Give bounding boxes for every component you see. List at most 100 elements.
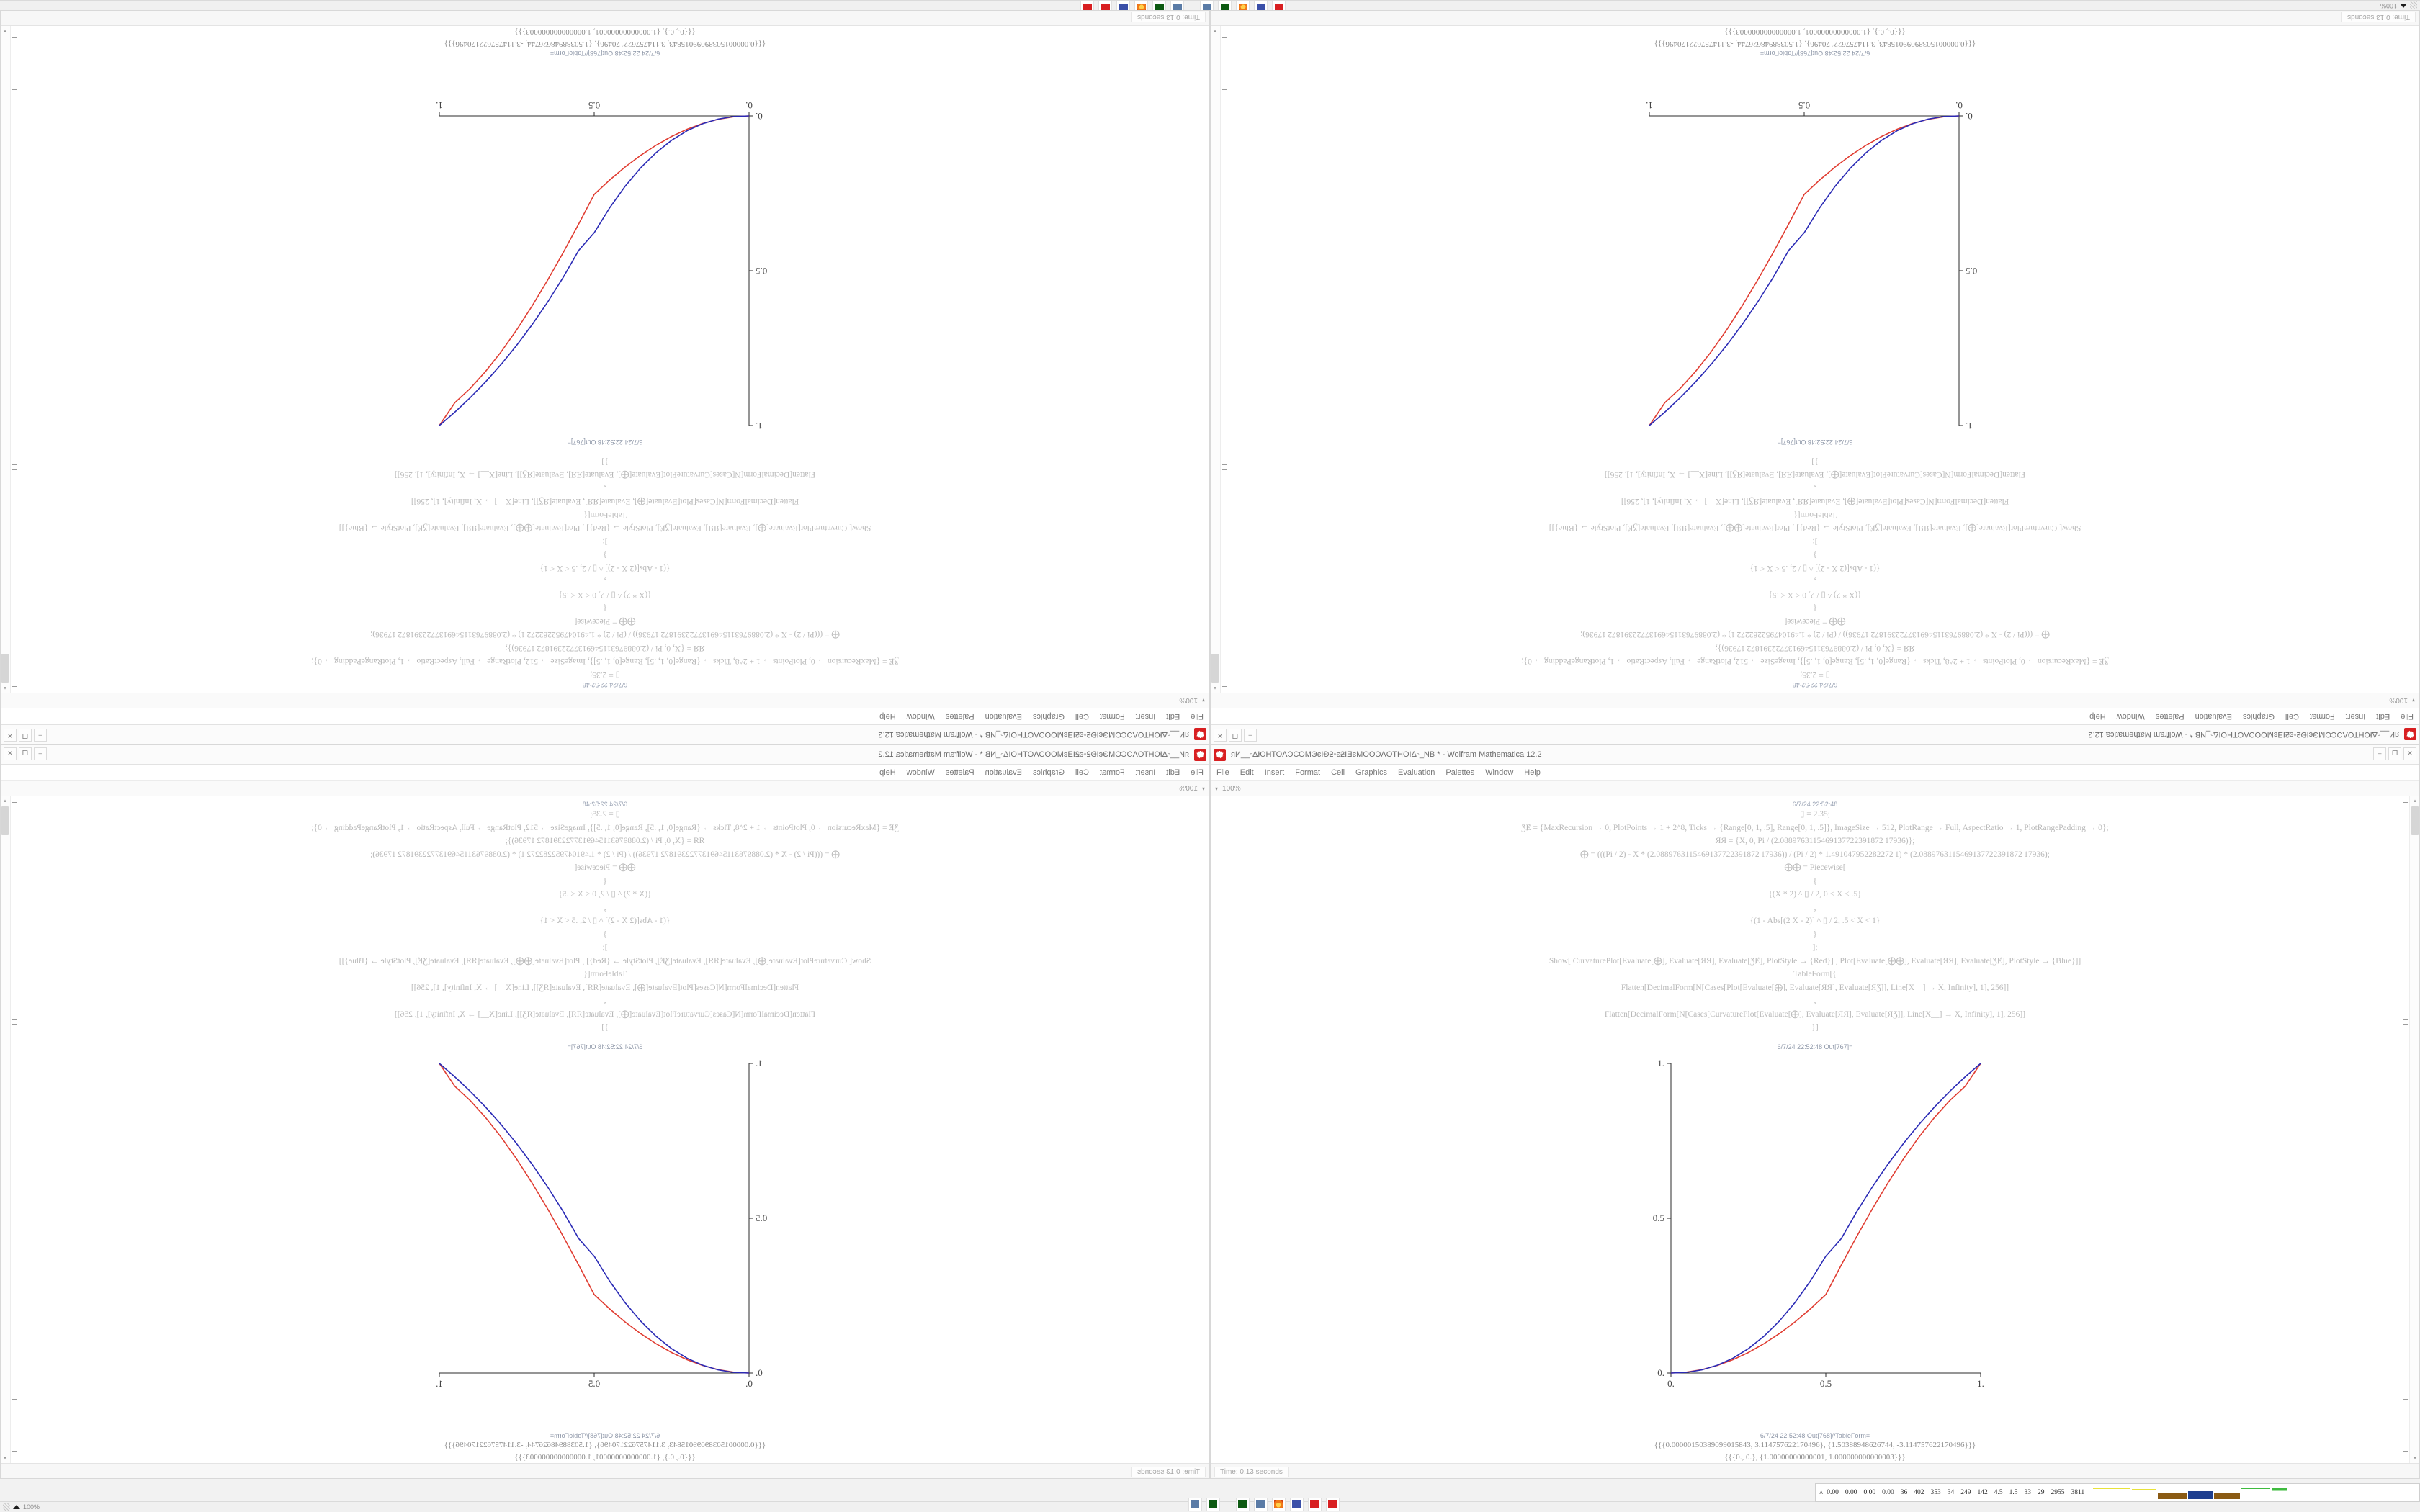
code-line-1[interactable]: ƷɆ = {MaxRecursion → 0, PlotPoints → 1 +…	[1521, 823, 2109, 832]
scroll-up-icon[interactable]: ▴	[4, 798, 6, 804]
code-line-1[interactable]: ƷɆ = {MaxRecursion → 0, PlotPoints → 1 +…	[311, 657, 899, 666]
scrollbar-thumb[interactable]	[1, 654, 9, 683]
scrollbar-thumb[interactable]	[1211, 654, 1219, 683]
triangle-up-icon[interactable]	[13, 1505, 20, 1509]
minimize-button[interactable]: –	[34, 729, 47, 742]
code-line-14[interactable]: ,	[604, 996, 606, 1005]
menu-palettes[interactable]: Palettes	[2155, 712, 2184, 721]
menu-help[interactable]: Help	[1524, 768, 1541, 777]
code-line-10[interactable]: ];	[602, 537, 608, 546]
zoom-toolbar[interactable]: ▾ 100%	[1211, 693, 2419, 708]
menu-file[interactable]: File	[2401, 712, 2414, 721]
maximize-button[interactable]: ❐	[19, 729, 32, 742]
code-line-4[interactable]: ⨁⨁ = Piecewise[	[574, 863, 636, 872]
system-monitor-bottom[interactable]: ˄ 0.00 0.00 0.00 0.00 36 402 353 34 249 …	[1815, 1483, 2420, 1502]
mathematica-window-bottom-right[interactable]: яИ__◦ΔЮНТОΛƆСОМЭєIĐƻ◦єƻIƎєМООƆΛОТНОІΔ◦_N…	[1210, 744, 2420, 1479]
close-button[interactable]: ✕	[4, 747, 17, 760]
menu-palettes[interactable]: Palettes	[945, 768, 974, 777]
zoom-toolbar[interactable]: ▾ 100%	[1, 693, 1209, 708]
code-line-3[interactable]: ⨁ = (((Pi / 2) - X * (2.0889763115469137…	[1580, 630, 2050, 639]
titlebar[interactable]: яИ__◦ΔЮНТОΛƆСОМЭєIĐƻ◦єƻIƎєМООƆΛОТНОІΔ◦_N…	[1211, 745, 2419, 765]
code-line-0[interactable]: ▯ = 2.35;	[590, 810, 620, 819]
notebook-canvas[interactable]: ▴ ▾ 6/7/24 22:52:48 ▯ = 2.35; ƷɆ = {MaxRe…	[1211, 26, 2419, 693]
menubar[interactable]: File Edit Insert Format Cell Graphics Ev…	[1211, 708, 2419, 724]
menu-insert[interactable]: Insert	[2345, 712, 2366, 721]
code-line-7[interactable]: ,	[604, 577, 606, 586]
notebook-canvas[interactable]: ▴ ▾ 6/7/24 22:52:48 ▯ = 2.35; ƷɆ = {MaxRe…	[1211, 796, 2419, 1463]
menu-help[interactable]: Help	[2089, 712, 2106, 721]
menu-cell[interactable]: Cell	[2285, 712, 2299, 721]
mathematica-window-bottom-left[interactable]: яИ__◦ΔЮНТОΛƆСОМЭєIĐƻ◦єƻIƎєМООƆΛОТНОІΔ◦_N…	[0, 744, 1210, 1479]
menu-cell[interactable]: Cell	[1075, 768, 1089, 777]
code-line-10[interactable]: ];	[1812, 537, 1818, 546]
menu-insert[interactable]: Insert	[1135, 768, 1156, 777]
titlebar[interactable]: яИ__◦ΔЮНТОΛƆСОМЭєIĐƻ◦єƻIƎєМООƆΛОТНОІΔ◦_N…	[1211, 724, 2419, 744]
scroll-up-icon[interactable]: ▴	[4, 685, 6, 690]
menu-window[interactable]: Window	[906, 712, 935, 721]
code-line-13[interactable]: Flatten[DecimalForm[N[Cases[Plot[Evaluat…	[411, 983, 799, 992]
code-line-1[interactable]: ƷɆ = {MaxRecursion → 0, PlotPoints → 1 +…	[311, 823, 899, 832]
code-line-3[interactable]: ⨁ = (((Pi / 2) - X * (2.0889763115469137…	[370, 850, 840, 859]
scrollbar-thumb[interactable]	[2411, 806, 2419, 835]
titlebar[interactable]: яИ__◦ΔЮНТОΛƆСОМЭєIĐƻ◦єƻIƎєМООƆΛОТНОІΔ◦_N…	[1, 724, 1209, 744]
menu-evaluation[interactable]: Evaluation	[985, 712, 1022, 721]
code-line-12[interactable]: TableForm[{	[583, 510, 627, 519]
code-line-5[interactable]: {	[1813, 876, 1817, 886]
menu-format[interactable]: Format	[1295, 768, 1321, 777]
firefox-icon[interactable]	[1272, 1498, 1286, 1511]
plot-output-cell[interactable]: 0. 0.5 1. 0. 0.5 1.	[1, 65, 1209, 439]
maximize-button[interactable]: ❐	[19, 747, 32, 760]
menubar[interactable]: File Edit Insert Format Cell Graphics Ev…	[1, 708, 1209, 724]
code-line-14[interactable]: ,	[1814, 484, 1816, 492]
code-line-6[interactable]: {(X * 2) ^ ▯ / 2, 0 < X < .5}	[1768, 590, 1862, 599]
save-disk-64-icon[interactable]	[1290, 1498, 1304, 1511]
mathematica-window-top-left[interactable]: яИ__◦ΔЮНТОΛƆСОМЭєIĐƻ◦єƻIƎєМООƆΛОТНОІΔ◦_N…	[0, 10, 1210, 744]
code-line-6[interactable]: {(X * 2) ^ ▯ / 2, 0 < X < .5}	[558, 890, 652, 899]
chevron-up-icon-bottom[interactable]: ˄	[1819, 1489, 1824, 1496]
menu-evaluation[interactable]: Evaluation	[2195, 712, 2232, 721]
menu-file[interactable]: File	[1216, 768, 1229, 777]
close-button[interactable]: ✕	[1214, 729, 1227, 742]
code-line-11[interactable]: Show[ CurvaturePlot[Evaluate[⨁], Evaluat…	[339, 523, 871, 533]
code-line-15[interactable]: Flatten[DecimalForm[N[Cases[CurvaturePlo…	[1604, 1009, 2026, 1019]
code-line-8[interactable]: {(1 - Abs[(2 X - 2)] ^ ▯ / 2, .5 < X < 1…	[539, 564, 671, 572]
code-line-2[interactable]: ЯЯ = {X, 0, Pi / (2.08897631154691377223…	[1715, 837, 1915, 845]
code-line-12[interactable]: TableForm[{	[1793, 510, 1837, 519]
code-line-16[interactable]: }]	[601, 457, 609, 466]
menu-window[interactable]: Window	[906, 768, 935, 777]
code-line-7[interactable]: ,	[604, 903, 606, 912]
close-button[interactable]: ✕	[2403, 747, 2416, 760]
triangle-up-icon[interactable]	[2400, 4, 2407, 8]
terminal-icon-2[interactable]	[1236, 1498, 1250, 1511]
menu-graphics[interactable]: Graphics	[1355, 768, 1388, 777]
mathematica-window-top-right[interactable]: яИ__◦ΔЮНТОΛƆСОМЭєIĐƻ◦єƻIƎєМООƆΛОТНОІΔ◦_N…	[1210, 10, 2420, 744]
code-line-2[interactable]: ЯЯ = {X, 0, Pi / (2.08897631154691377223…	[505, 837, 705, 845]
scrollbar-thumb[interactable]	[1, 806, 9, 835]
code-line-6[interactable]: {(X * 2) ^ ▯ / 2, 0 < X < .5}	[558, 590, 652, 599]
menu-graphics[interactable]: Graphics	[1032, 712, 1065, 721]
code-line-2[interactable]: ЯЯ = {X, 0, Pi / (2.08897631154691377223…	[1715, 644, 1915, 652]
chevron-down-icon[interactable]: ▾	[1215, 785, 1219, 792]
menu-help[interactable]: Help	[879, 712, 896, 721]
code-line-5[interactable]: {	[603, 603, 607, 613]
menu-palettes[interactable]: Palettes	[1446, 768, 1475, 777]
minimize-button[interactable]: –	[34, 747, 47, 760]
code-line-12[interactable]: TableForm[{	[583, 970, 627, 978]
zoom-toolbar[interactable]: ▾ 100%	[1211, 781, 2419, 796]
plot-output-cell[interactable]: 0. 0.5 1. 0. 0.5 1.	[1211, 1050, 2419, 1425]
notebook-canvas[interactable]: ▴ ▾ 6/7/24 22:52:48 ▯ = 2.35; ƷɆ = {MaxRe…	[1, 796, 1209, 1463]
menu-window[interactable]: Window	[2116, 712, 2145, 721]
code-line-4[interactable]: ⨁⨁ = Piecewise[	[1784, 617, 1846, 626]
menu-evaluation[interactable]: Evaluation	[985, 768, 1022, 777]
code-line-15[interactable]: Flatten[DecimalForm[N[Cases[CurvaturePlo…	[394, 1009, 816, 1019]
menu-graphics[interactable]: Graphics	[1032, 768, 1065, 777]
code-line-1[interactable]: ƷɆ = {MaxRecursion → 0, PlotPoints → 1 +…	[1521, 657, 2109, 666]
code-line-10[interactable]: ];	[1812, 943, 1818, 952]
menu-evaluation[interactable]: Evaluation	[1398, 768, 1435, 777]
code-line-0[interactable]: ▯ = 2.35;	[1800, 810, 1830, 819]
wolfram-mathematica-icon-2[interactable]	[1326, 1498, 1340, 1511]
menu-file[interactable]: File	[1191, 768, 1204, 777]
maximize-button[interactable]: ❐	[2388, 747, 2401, 760]
code-line-5[interactable]: {	[1813, 603, 1817, 613]
maximize-button[interactable]: ❐	[1229, 729, 1242, 742]
